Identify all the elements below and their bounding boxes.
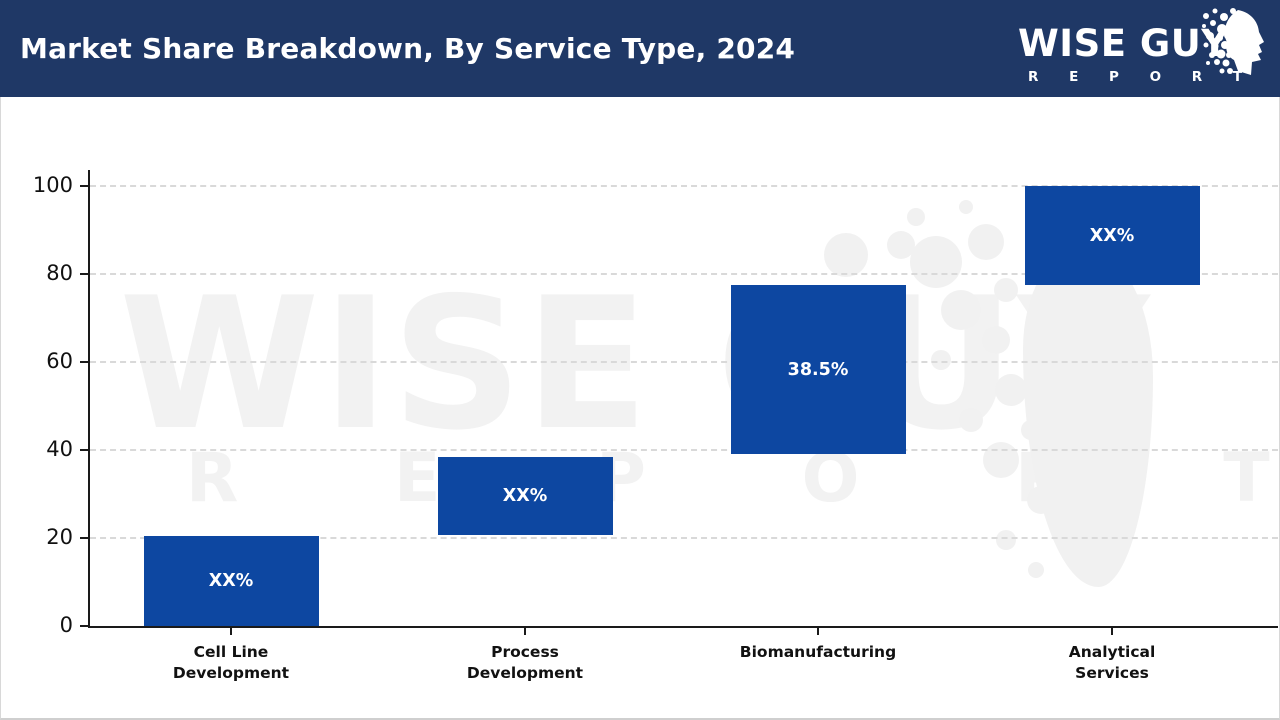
x-axis-category-label: Biomanufacturing [703,642,933,663]
logo-wordmark: WISE GUY [1018,22,1229,65]
watermark-dot [1021,420,1041,440]
x-axis-category-label: Analytical Services [997,642,1227,684]
x-axis-category-label: Process Development [410,642,640,684]
bar-value-label: XX% [502,485,548,506]
watermark-dot [996,530,1016,550]
watermark-dot [959,200,973,214]
gridline [90,361,1278,363]
watermark-dot [931,350,951,370]
watermark-dot [968,224,1004,260]
x-axis-category-line: Development [466,663,584,682]
watermark-dot [982,326,1010,354]
header-bar: Market Share Breakdown, By Service Type,… [0,0,1280,97]
x-axis-category-line: Cell Line [193,643,269,661]
bar-value-label: 38.5% [787,359,849,380]
watermark-dot [959,408,983,432]
page-title: Market Share Breakdown, By Service Type,… [20,32,796,65]
x-axis-tick [230,628,232,635]
x-axis-category-label: Cell Line Development [116,642,346,684]
bar-value-label: XX% [208,570,254,591]
bar-segment: 38.5% [730,285,906,455]
bar-value-label: XX% [1089,225,1135,246]
y-axis-tick-label: 0 [59,613,73,637]
gridline [90,273,1278,275]
y-axis-tick [80,449,89,451]
wise-guy-logo-icon: WISE GUY R E P O R T S [1018,7,1280,85]
y-axis-tick [80,625,89,627]
x-axis-category-line: Analytical [1068,643,1156,661]
watermark-dot [941,290,981,330]
watermark-dot [824,233,868,277]
watermark-wordmark: WISE GUY [119,258,1152,470]
y-axis-tick-label: 40 [46,437,73,461]
x-axis-category-line: Development [172,663,290,682]
watermark-dot [907,208,925,226]
watermark-dot [983,442,1019,478]
x-axis-category-line: Biomanufacturing [739,643,897,661]
x-axis-category-line: Services [1075,663,1149,682]
gridline [90,449,1278,451]
y-axis-line [88,170,90,628]
x-axis-category-line: Process [491,643,559,661]
bar-segment: XX% [143,535,319,626]
watermark-dot [1028,562,1044,578]
watermark-dot [1027,486,1055,514]
x-axis-tick [524,628,526,635]
y-axis-tick-label: 100 [32,173,73,197]
watermark-dot [910,236,962,288]
y-axis-tick [80,185,89,187]
brand-logo: WISE GUY R E P O R T S [1014,4,1280,94]
y-axis-tick [80,537,89,539]
gridline [90,537,1278,539]
watermark-dot [994,278,1018,302]
y-axis-tick [80,273,89,275]
gridline [90,185,1278,187]
watermark-dot [995,374,1027,406]
logo-face-icon [1224,9,1264,75]
y-axis-tick-label: 80 [46,261,73,285]
y-axis-tick-label: 20 [46,525,73,549]
bar-segment: XX% [1024,186,1200,285]
logo-subtext: R E P O R T S [1028,69,1266,85]
x-axis-tick [1111,628,1113,635]
chart-area: WISE GUY R E P O R T S 020406080100XX%Ce… [0,97,1280,720]
y-axis-tick-label: 60 [46,349,73,373]
y-axis-tick [80,361,89,363]
x-axis-line [88,626,1278,628]
watermark-face-icon [1023,247,1153,587]
bar-segment: XX% [437,456,613,536]
x-axis-tick [817,628,819,635]
